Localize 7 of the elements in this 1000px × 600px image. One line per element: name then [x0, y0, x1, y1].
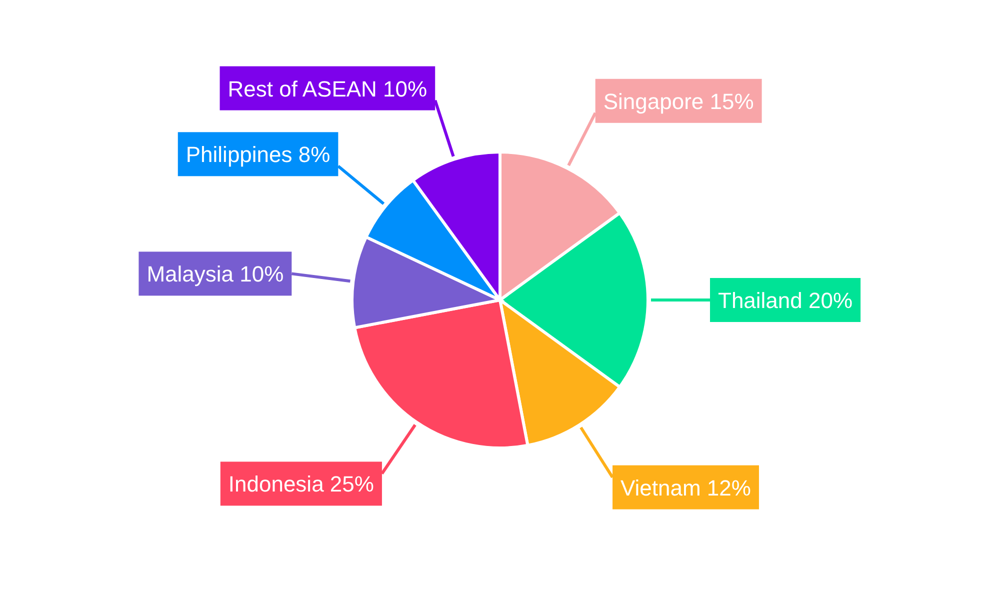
slice-label: Singapore 15%: [603, 88, 754, 114]
slice-label: Rest of ASEAN 10%: [228, 76, 428, 102]
slice-label: Philippines 8%: [186, 142, 330, 168]
slice-label: Thailand 20%: [718, 288, 853, 313]
slice-label: Vietnam 12%: [620, 475, 751, 500]
slice-label: Indonesia 25%: [228, 472, 374, 497]
slice-label: Malaysia 10%: [146, 262, 284, 287]
